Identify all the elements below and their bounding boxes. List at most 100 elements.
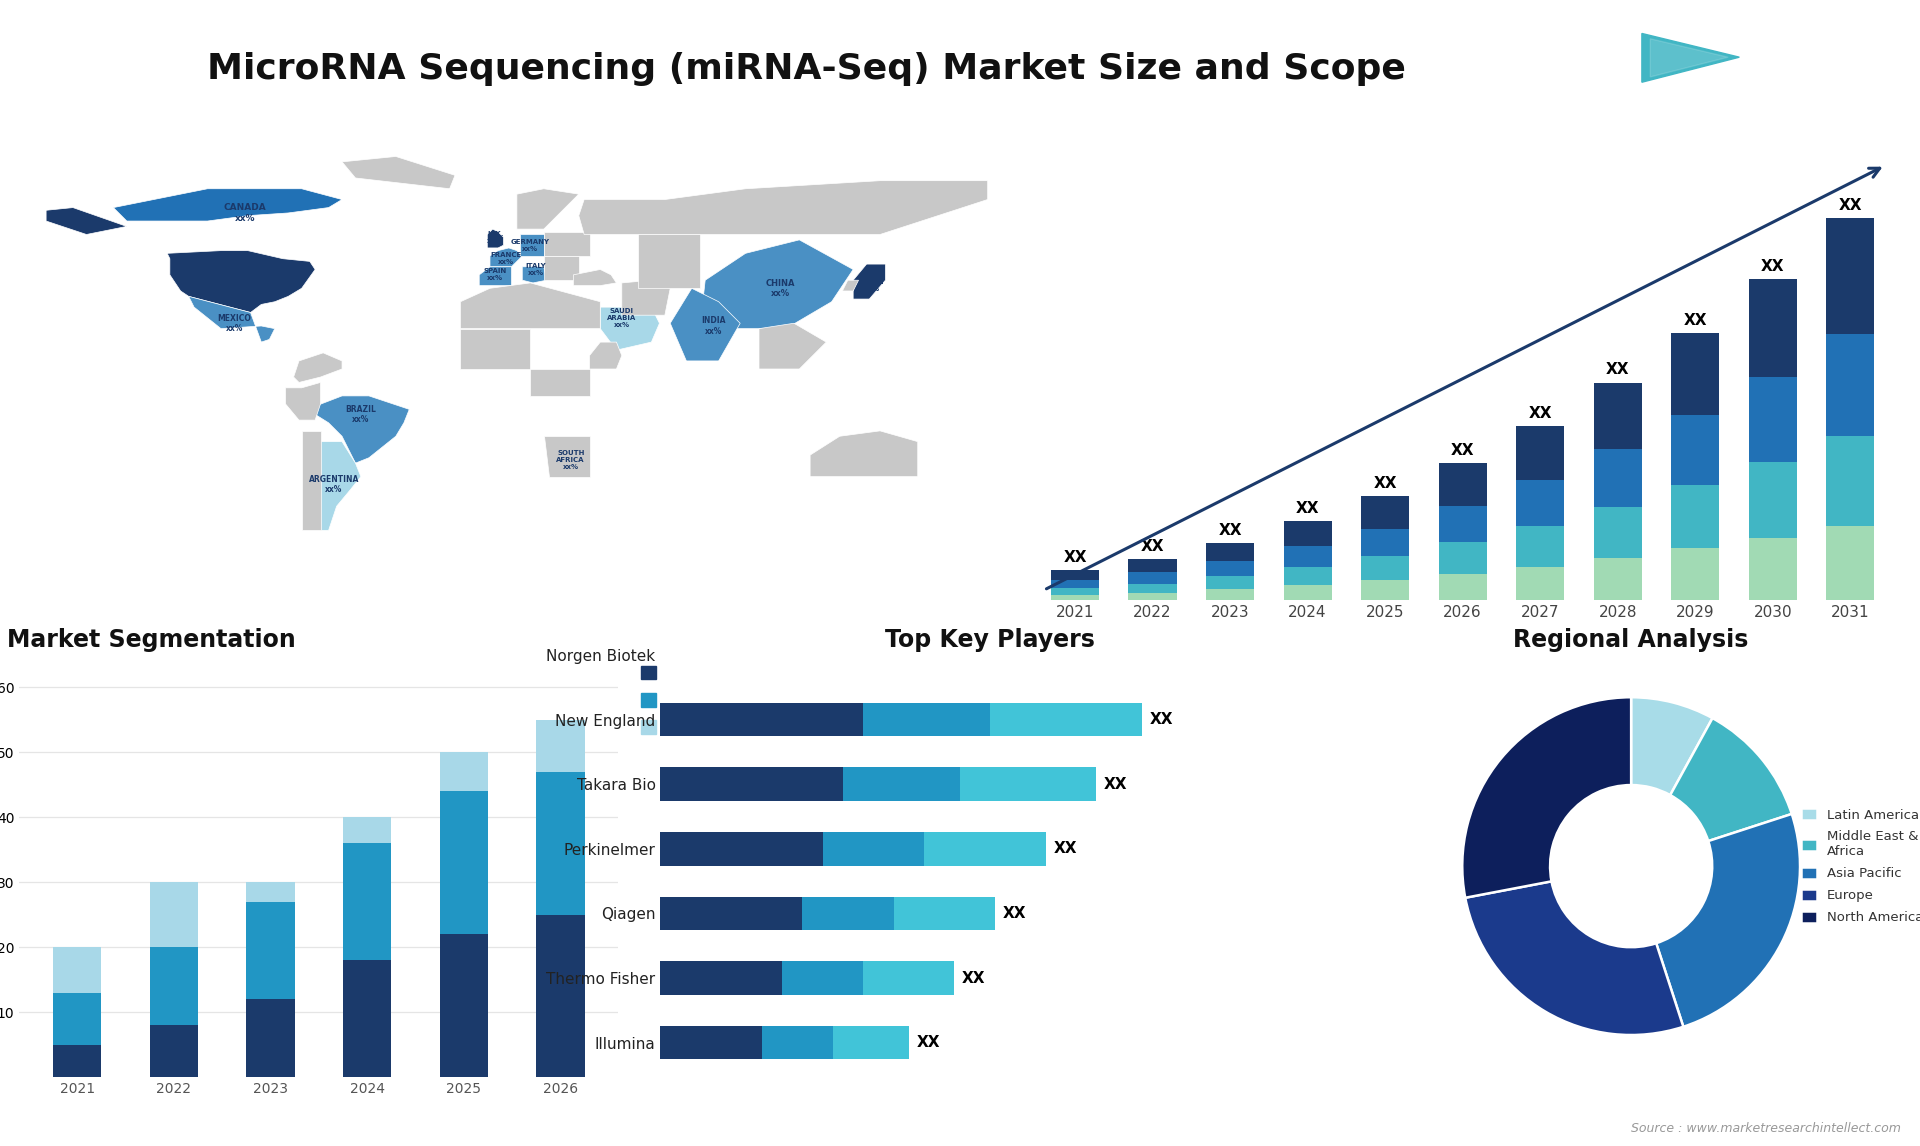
Bar [660,832,822,865]
Bar [1826,435,1874,526]
Bar [1129,583,1177,592]
Bar [1749,280,1797,377]
Title: Regional Analysis: Regional Analysis [1513,628,1749,652]
Wedge shape [1465,881,1684,1035]
Polygon shape [543,231,589,256]
Text: BRAZIL
xx%: BRAZIL xx% [346,405,376,424]
Text: XX: XX [962,971,985,986]
Bar [864,961,954,995]
Bar [1206,562,1254,576]
Bar [1438,505,1486,542]
Polygon shape [294,353,342,383]
Bar [440,934,488,1077]
Bar [1438,574,1486,599]
Polygon shape [167,251,315,313]
Text: JAPAN
xx%: JAPAN xx% [860,280,883,292]
Bar [762,1026,833,1059]
Bar [660,1026,762,1059]
Bar [1438,463,1486,505]
Bar [1361,528,1409,556]
Bar [1050,580,1098,588]
Polygon shape [1642,33,1740,83]
Text: XX: XX [1528,406,1551,422]
Polygon shape [46,207,127,235]
Text: XX: XX [1839,197,1862,212]
Polygon shape [530,369,589,395]
Bar [536,772,584,915]
Polygon shape [286,383,321,421]
Bar [660,896,803,931]
Bar [1284,586,1332,599]
Polygon shape [307,395,409,463]
Polygon shape [480,267,511,285]
Text: XX: XX [1296,501,1319,516]
Bar [822,832,924,865]
Text: INDIA
xx%: INDIA xx% [701,316,726,336]
Bar [781,961,864,995]
Text: ITALY
xx%: ITALY xx% [526,262,545,276]
Bar [1206,576,1254,589]
Polygon shape [843,281,858,291]
Wedge shape [1670,719,1791,841]
Polygon shape [301,431,321,531]
Bar [440,753,488,792]
Bar [1517,480,1565,526]
Text: SPAIN
xx%: SPAIN xx% [484,268,507,281]
Bar [1517,426,1565,480]
Legend: Type, Application, Geography: Type, Application, Geography [637,662,756,738]
Text: XX: XX [1373,476,1398,490]
Bar [1129,559,1177,572]
Bar [1284,567,1332,586]
Bar [1517,526,1565,566]
Bar [1749,377,1797,463]
Polygon shape [543,437,589,477]
Text: XX: XX [1064,550,1087,565]
Polygon shape [461,329,530,369]
Polygon shape [852,264,885,299]
Text: SOUTH
AFRICA
xx%: SOUTH AFRICA xx% [557,450,586,471]
Polygon shape [758,323,826,369]
Bar [1206,589,1254,599]
Text: XX: XX [1684,313,1707,328]
Bar [150,1026,198,1077]
Bar [1284,547,1332,567]
Bar [1050,595,1098,599]
Text: U.K.
xx%: U.K. xx% [488,230,503,244]
Bar [536,720,584,772]
Text: XX: XX [1219,523,1242,537]
Polygon shape [574,269,616,285]
Text: ARGENTINA
xx%: ARGENTINA xx% [309,474,359,494]
Wedge shape [1632,697,1713,795]
Bar [54,1045,102,1077]
Text: GERMANY
xx%: GERMANY xx% [511,238,549,252]
Polygon shape [810,431,918,477]
Bar [1284,521,1332,547]
Polygon shape [670,289,741,361]
Bar [1749,537,1797,599]
Text: XX: XX [916,1035,941,1050]
Bar [991,702,1142,737]
Bar [246,902,294,999]
Bar [1670,333,1718,415]
Text: XX: XX [1150,712,1173,727]
Bar [1670,415,1718,486]
Polygon shape [699,240,852,329]
Bar [1050,588,1098,595]
Polygon shape [637,235,699,289]
Bar [1129,572,1177,583]
Bar [1670,486,1718,548]
Bar [1361,496,1409,528]
Bar [1594,383,1642,449]
Bar [1438,542,1486,574]
Wedge shape [1463,697,1632,897]
Bar [1594,507,1642,558]
Text: SAUDI
ARABIA
xx%: SAUDI ARABIA xx% [607,308,636,328]
Polygon shape [601,307,659,351]
Bar [924,832,1046,865]
Bar [54,948,102,992]
Polygon shape [578,181,987,235]
Bar [150,882,198,948]
Bar [660,961,781,995]
Bar [1826,335,1874,435]
Bar [536,915,584,1077]
